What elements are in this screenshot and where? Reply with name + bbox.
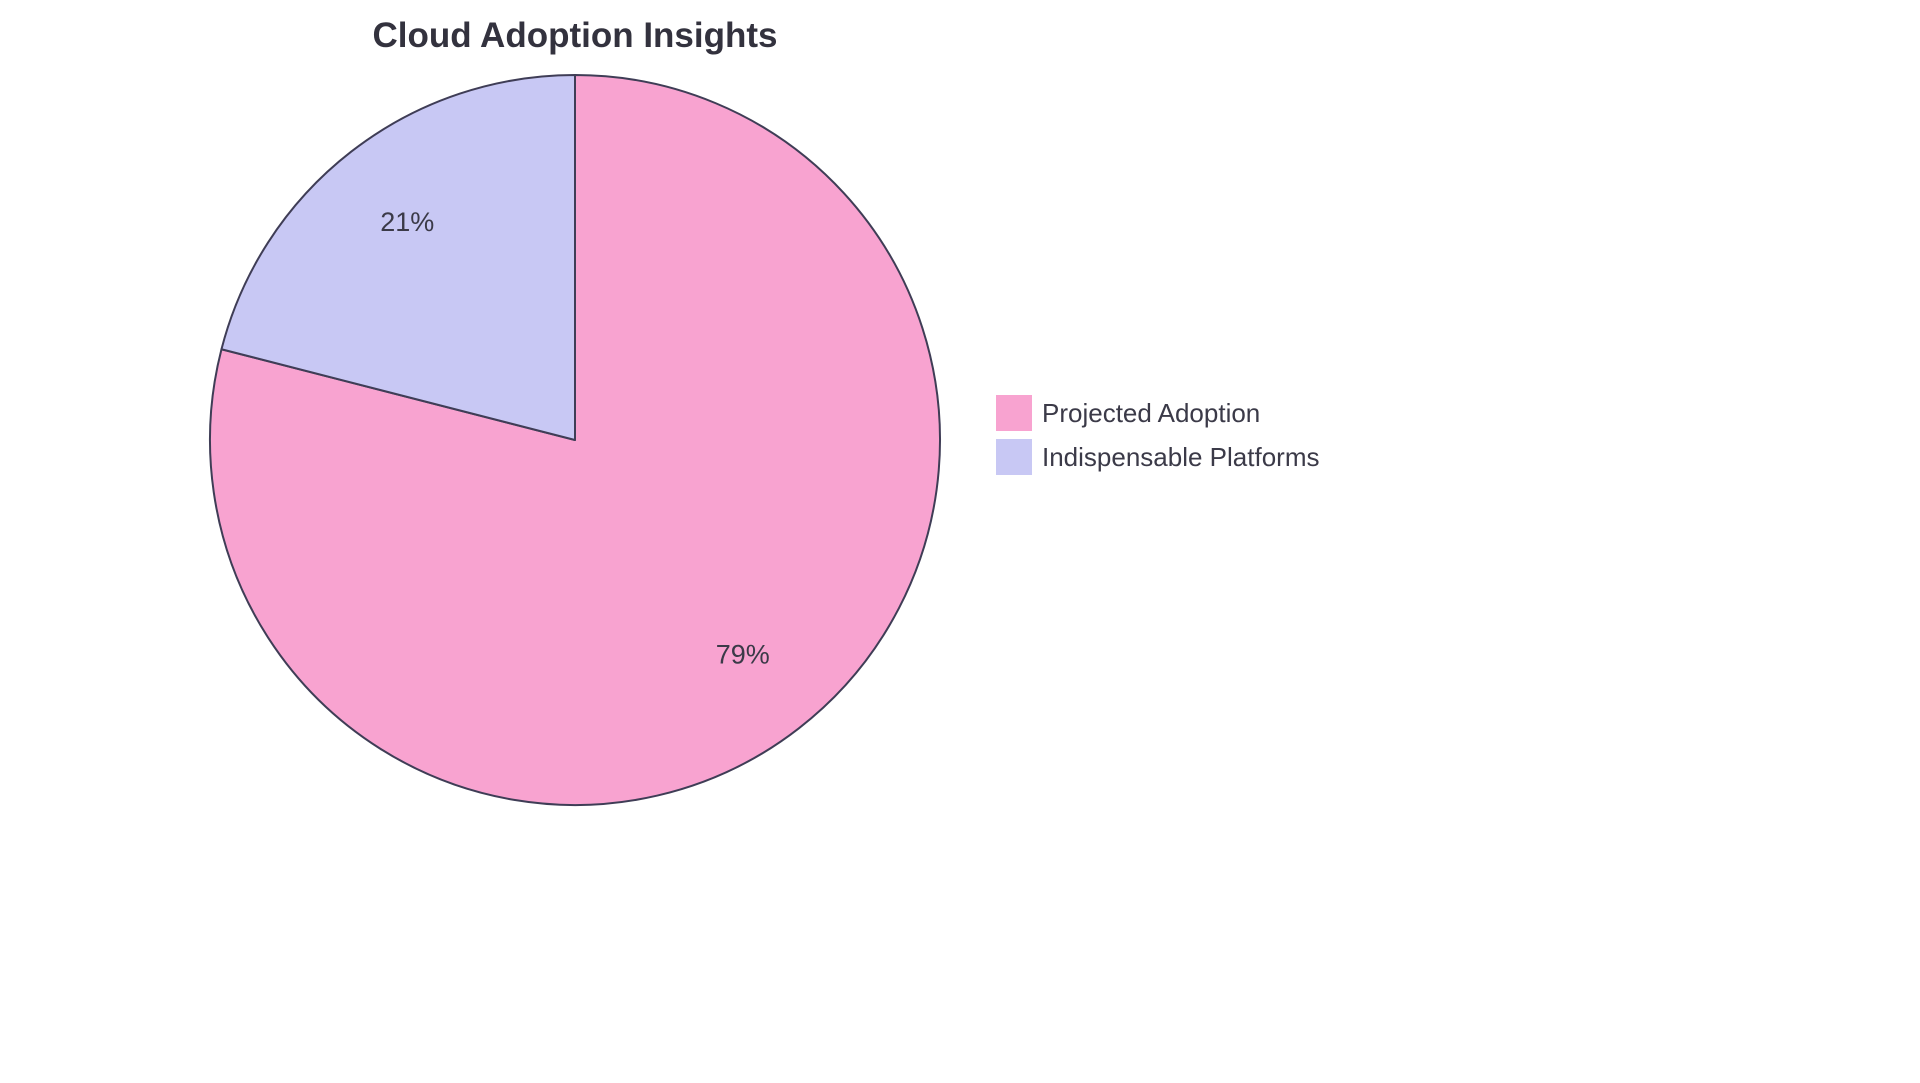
legend: Projected Adoption Indispensable Platfor… [996, 395, 1319, 475]
legend-item-projected-adoption[interactable]: Projected Adoption [996, 395, 1319, 431]
legend-swatch-0 [996, 395, 1032, 431]
legend-label: Projected Adoption [1042, 397, 1261, 428]
legend-label: Indispensable Platforms [1042, 441, 1320, 472]
pie-label-1: 21% [380, 207, 434, 237]
pie-label-0: 79% [716, 639, 770, 669]
pie-slice-1[interactable] [220, 74, 576, 441]
legend-swatch-1 [996, 439, 1032, 475]
legend-item-indispensable-platforms[interactable]: Indispensable Platforms [996, 439, 1319, 475]
chart-title: Cloud Adoption Insights [372, 16, 777, 55]
